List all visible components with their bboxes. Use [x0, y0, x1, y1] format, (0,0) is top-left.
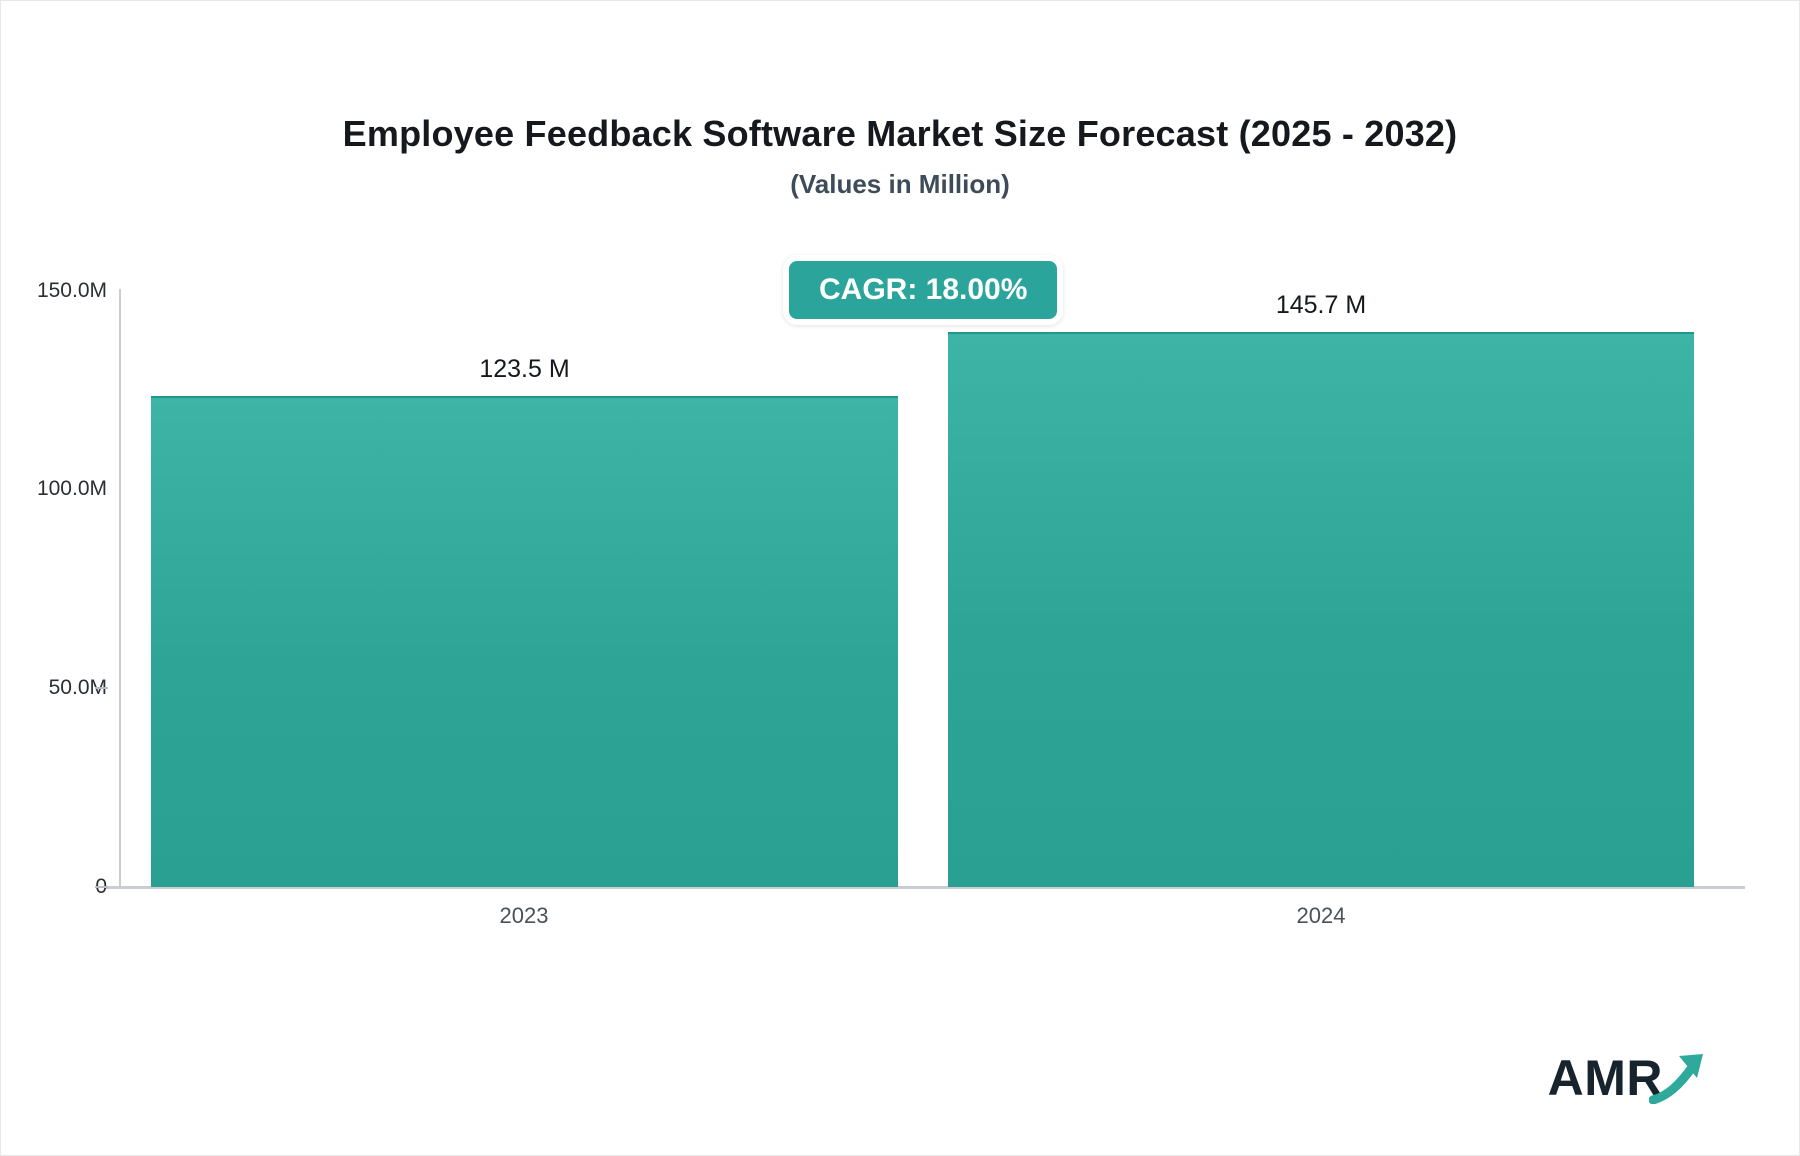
bar-value-label-2024: 145.7 M [1275, 291, 1367, 319]
x-axis-line [105, 886, 1745, 889]
y-tick-label-50: 50.0M [48, 676, 107, 699]
chart-subtitle: (Values in Million) [790, 169, 1010, 199]
y-axis-line [119, 289, 121, 887]
x-category-label-2024: 2024 [1296, 903, 1346, 928]
cagr-badge: CAGR: 18.00% [783, 255, 1064, 325]
growth-arrow-icon [1648, 1052, 1707, 1109]
y-tick-label-100: 100.0M [36, 477, 107, 500]
x-category-label-2023: 2023 [499, 903, 549, 928]
bar-group-2023: 123.5 M [151, 291, 898, 887]
y-tick-label-0: 0 [7, 875, 107, 899]
y-tick-mark-50 [95, 687, 108, 689]
bar-2024 [948, 332, 1694, 887]
amr-logo: AMR [1548, 1049, 1707, 1107]
plot-area: 123.5 M 145.7 M [121, 291, 1701, 887]
bar-group-2024: 145.7 M [948, 291, 1694, 887]
y-tick-mark-0 [95, 886, 108, 888]
chart-title: Employee Feedback Software Market Size F… [342, 113, 1458, 154]
bar-2023 [151, 396, 898, 887]
amr-logo-text: AMR [1547, 1050, 1663, 1106]
bar-value-label-2023: 123.5 M [479, 355, 570, 384]
y-tick-label-150: 150.0M [36, 279, 107, 302]
